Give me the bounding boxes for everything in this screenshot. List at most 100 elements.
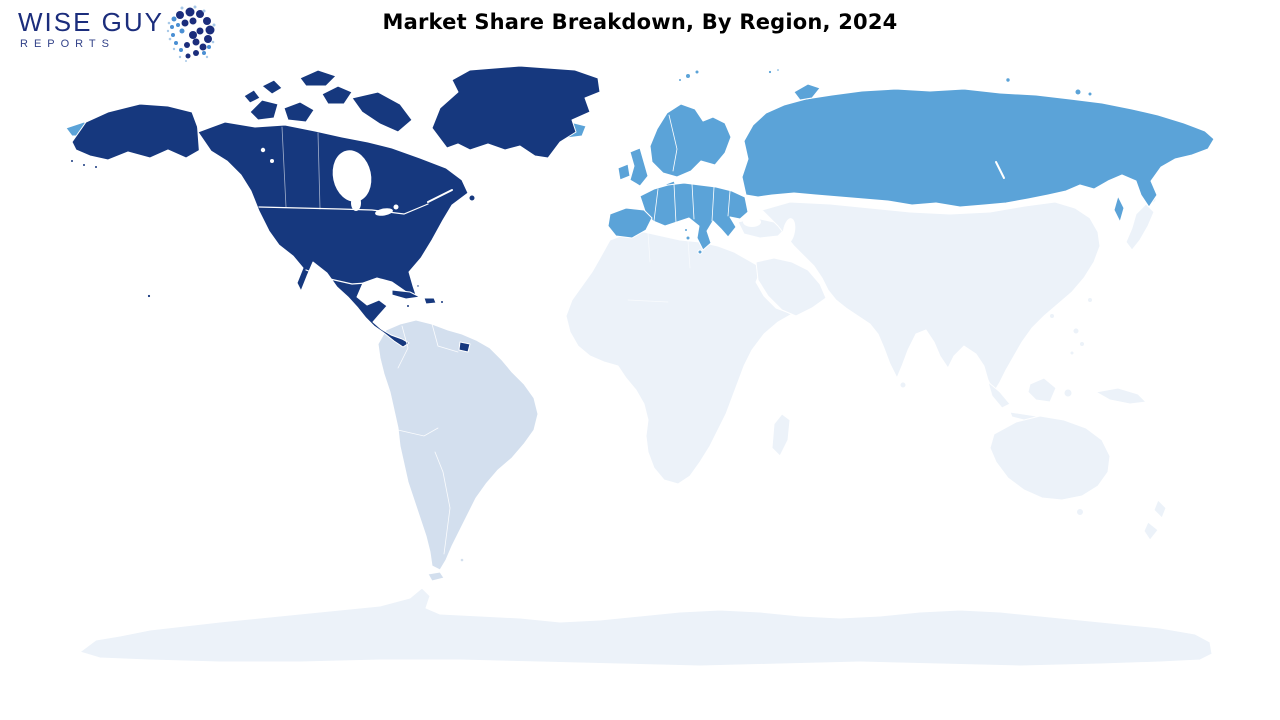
hispaniola [423, 297, 437, 305]
asia-mainland [761, 201, 1101, 393]
europe-internal-border [691, 183, 695, 220]
new-zealand-north [1153, 499, 1167, 519]
ellesmere-island [299, 69, 337, 87]
hainan [1049, 313, 1055, 319]
hawaii [146, 293, 152, 299]
philippines-island [1069, 350, 1075, 356]
cuba [391, 289, 421, 300]
africa [565, 231, 793, 485]
alaska [71, 103, 201, 161]
borneo [1027, 377, 1057, 403]
region-north-america [70, 65, 601, 353]
taiwan [1087, 297, 1093, 303]
logo-wordmark: WISE GUY [18, 7, 165, 37]
arctic-island [321, 85, 353, 105]
us-mexico-border [305, 269, 367, 285]
philippines-island [1072, 327, 1080, 335]
caspian-sea [782, 218, 796, 244]
hudson-bay [332, 150, 372, 202]
scandinavia [649, 103, 732, 178]
iberia [607, 207, 653, 239]
philippines-island [1079, 341, 1085, 347]
madagascar [771, 413, 791, 457]
james-bay [351, 195, 361, 211]
north-america-mainland [197, 121, 469, 348]
canada-internal-border [281, 126, 287, 208]
ireland [617, 163, 631, 181]
great-britain [629, 147, 649, 187]
sicily [697, 249, 703, 255]
baffin-island [351, 91, 413, 133]
logo-subtitle: REPORTS [20, 38, 115, 50]
africa-internal-border [647, 232, 651, 263]
antarctica [79, 587, 1213, 667]
great-lakes [393, 204, 399, 210]
africa-internal-border [627, 299, 669, 303]
bahamas [416, 284, 420, 288]
south-america-border [397, 325, 409, 369]
arctic-island [249, 99, 279, 121]
franz-josef-land [767, 69, 773, 75]
europe-internal-border [653, 188, 659, 222]
wise-guy-reports-logo: WISE GUY REPORTS [18, 5, 220, 65]
sulawesi [1063, 388, 1073, 398]
alaska-canada-border [196, 117, 201, 159]
africa-internal-border [687, 240, 691, 269]
franz-josef-land [776, 68, 780, 72]
south-america-border [431, 323, 459, 353]
europe-internal-border [727, 190, 731, 217]
great-bear-lake [260, 147, 266, 153]
dotted-head-logo-icon [166, 5, 216, 62]
aleutian-island [94, 165, 98, 169]
greenland [431, 65, 601, 159]
europe-internal-border [673, 183, 677, 224]
sri-lanka [899, 381, 907, 389]
newfoundland [468, 194, 476, 202]
great-slave-lake [270, 159, 274, 163]
st-lawrence-river [427, 189, 453, 203]
corsica [684, 228, 688, 232]
svalbard [685, 73, 691, 79]
russia [741, 88, 1215, 208]
australia [989, 415, 1111, 501]
region-rest-of-world [79, 194, 1213, 667]
arctic-island [283, 101, 315, 123]
sakhalin [1113, 195, 1125, 223]
central-america-border [373, 314, 382, 323]
europe-internal-border [711, 186, 715, 222]
south-america-border [397, 427, 439, 437]
black-sea [743, 217, 761, 227]
puerto-rico [440, 300, 444, 304]
south-america-mainland [377, 319, 539, 571]
jamaica [406, 304, 410, 308]
arctic-island [261, 79, 283, 95]
japan [1125, 203, 1155, 251]
wrangel-island [1074, 88, 1082, 96]
svalbard [694, 69, 700, 75]
norway-sweden-border [668, 114, 678, 172]
us-canada-border [258, 203, 429, 215]
canada-internal-border [317, 132, 321, 210]
country-border-lines [196, 114, 1005, 555]
region-south-america [377, 319, 539, 582]
new-siberian-islands [1005, 77, 1011, 83]
french-guiana [458, 341, 471, 353]
aleutian-island [82, 163, 86, 167]
chart-title: Market Share Breakdown, By Region, 2024 [382, 10, 898, 34]
new-guinea [1095, 387, 1147, 405]
svalbard [678, 78, 682, 82]
sumatra [987, 381, 1011, 409]
chile-argentina-border [434, 451, 451, 555]
novaya-zemlya [793, 83, 821, 101]
tierra-del-fuego [427, 571, 445, 582]
sardinia [685, 235, 691, 241]
wrangel-island [1087, 91, 1093, 97]
arctic-island [243, 89, 261, 104]
logo-text: WISE GUY REPORTS [18, 8, 164, 50]
lake-baikal [995, 161, 1005, 179]
aleutian-island [70, 159, 74, 163]
tasmania [1076, 508, 1084, 516]
arabian-peninsula [755, 257, 827, 317]
